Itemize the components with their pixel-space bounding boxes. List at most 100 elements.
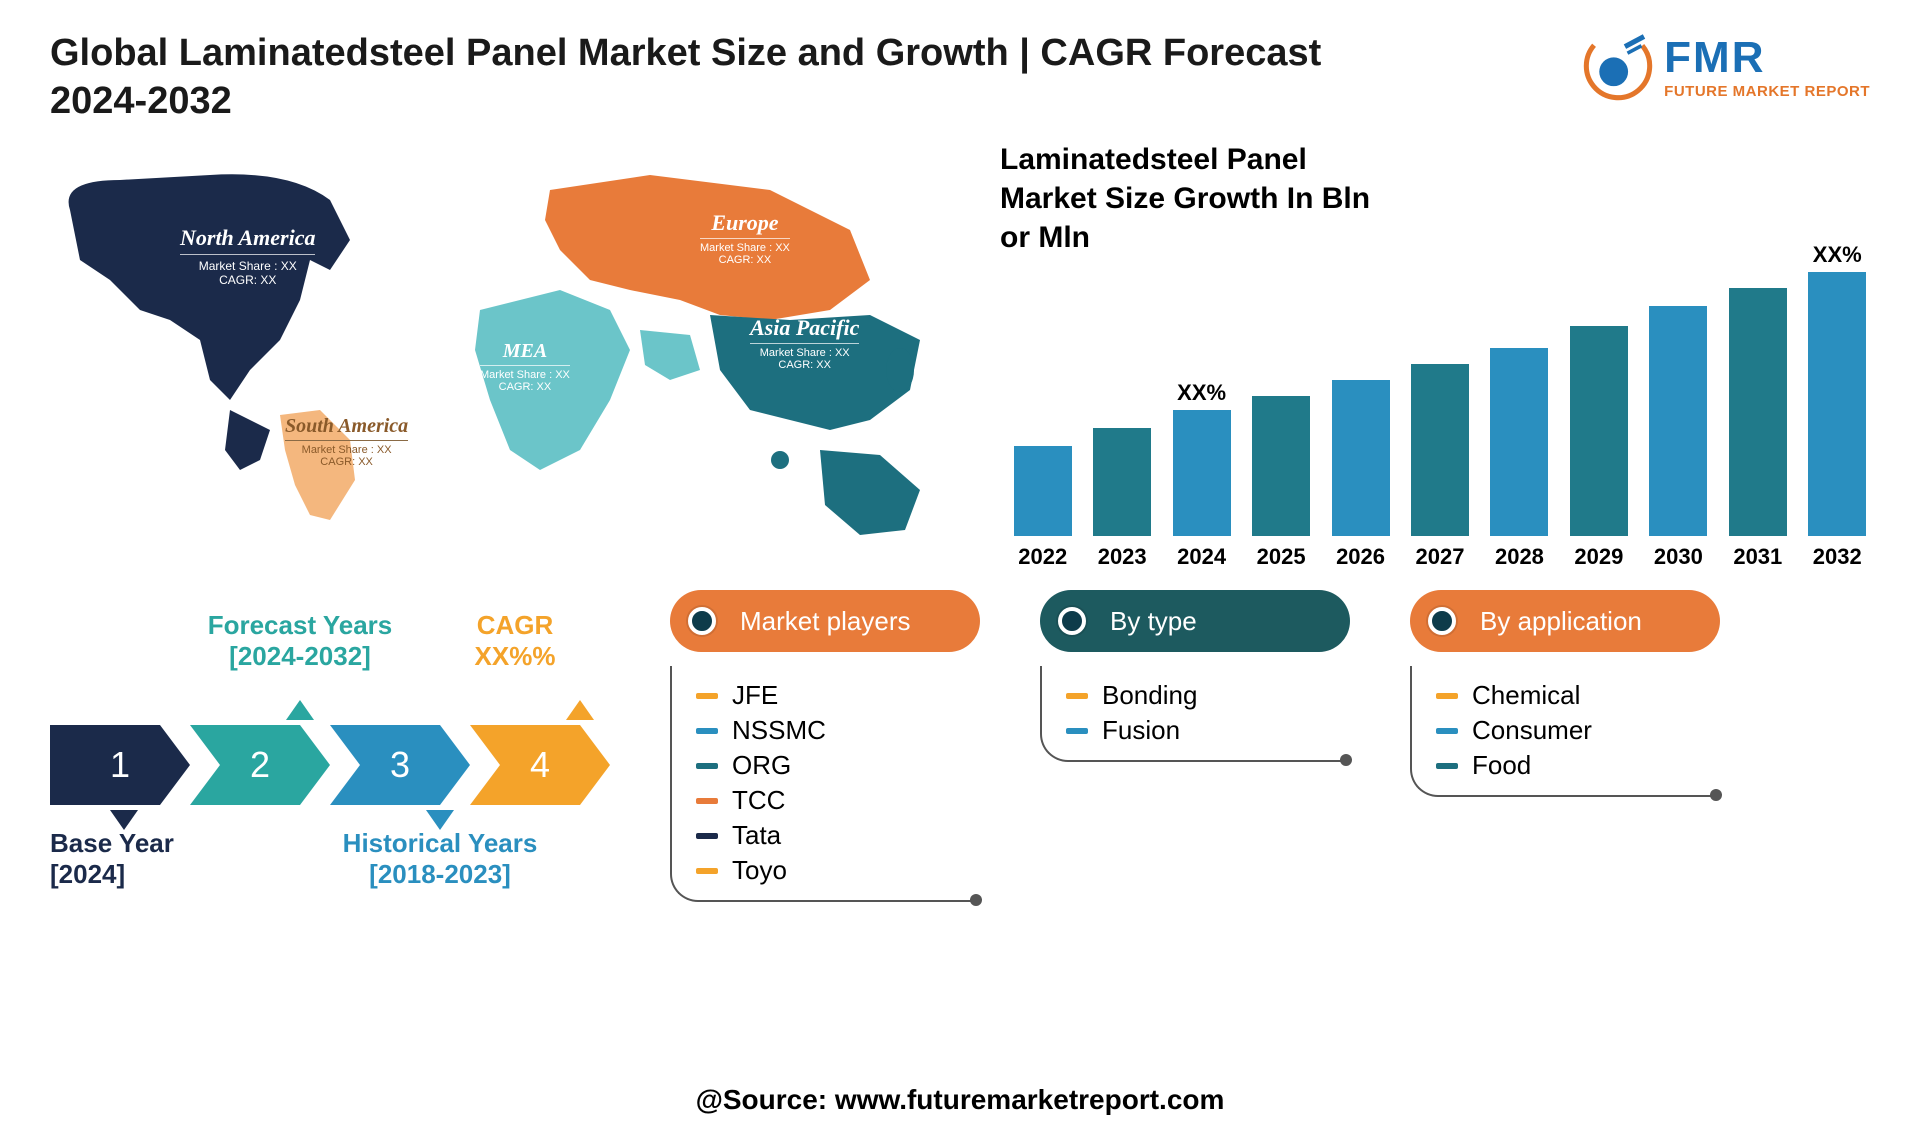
arrow-down-icon [426,810,454,830]
label-europe: Europe Market Share : XX CAGR: XX [700,210,790,266]
fmr-logo-icon [1582,30,1654,102]
list-item-label: Food [1472,750,1531,781]
timeline-step-4: 4 [470,725,610,805]
bar-x-label: 2025 [1257,544,1306,570]
tick-icon [1066,728,1088,734]
source-footer: @Source: www.futuremarketreport.com [0,1084,1920,1116]
market-players-section: Market players JFE NSSMC ORG TCC Tata Toyo [670,590,980,902]
list-item: JFE [696,678,976,713]
arrow-down-icon [110,810,138,830]
bar [1332,380,1390,536]
list-item: Fusion [1066,713,1346,748]
label-north-america: North America Market Share : XX CAGR: XX [180,225,315,287]
bar-2028: 2028 [1487,348,1552,570]
year-timeline: Forecast Years [2024-2032] CAGR XX%% Bas… [50,610,610,890]
pill-dot-icon [1058,607,1086,635]
tick-icon [1436,693,1458,699]
bar [1490,348,1548,536]
logo-sub-text: FUTURE MARKET REPORT [1664,83,1870,100]
timeline-step-3: 3 [330,725,470,805]
tick-icon [1066,693,1088,699]
by-application-title: By application [1480,606,1642,637]
list-item-label: JFE [732,680,778,711]
market-players-pill: Market players [670,590,980,652]
bar-x-label: 2031 [1733,544,1782,570]
bar [1570,326,1628,536]
list-item-label: TCC [732,785,785,816]
label-mea: MEA Market Share : XX CAGR: XX [480,340,570,393]
pill-dot-icon [688,607,716,635]
tick-icon [1436,728,1458,734]
tick-icon [696,728,718,734]
list-item-label: Toyo [732,855,787,886]
bar [1252,396,1310,536]
world-map: North America Market Share : XX CAGR: XX… [50,170,960,540]
historical-years-label: Historical Years [2018-2023] [320,828,560,890]
bar-annotation: XX% [1177,380,1226,406]
bar [1173,410,1231,536]
label-asia-pacific: Asia Pacific Market Share : XX CAGR: XX [750,315,859,371]
bar [1411,364,1469,536]
bar-x-label: 2030 [1654,544,1703,570]
bar-2030: 2030 [1646,306,1711,570]
bar-2029: 2029 [1566,326,1631,570]
bar-x-label: 2029 [1574,544,1623,570]
list-item-label: Fusion [1102,715,1180,746]
market-players-list: JFE NSSMC ORG TCC Tata Toyo [670,666,980,902]
list-item: ORG [696,748,976,783]
bar-2031: 2031 [1725,288,1790,570]
by-type-pill: By type [1040,590,1350,652]
by-application-pill: By application [1410,590,1720,652]
arrow-up-icon [566,700,594,720]
bar-2032: XX%2032 [1805,272,1870,570]
by-application-list: ChemicalConsumer Food [1410,666,1720,797]
tick-icon [1436,763,1458,769]
list-item-label: ORG [732,750,791,781]
logo-main-text: FMR [1664,33,1870,83]
timeline-step-1: 1 [50,725,190,805]
by-type-title: By type [1110,606,1197,637]
header: Global Laminatedsteel Panel Market Size … [50,30,1870,125]
bar-2027: 2027 [1407,364,1472,570]
bar-2024: XX%2024 [1169,410,1234,570]
list-item-label: NSSMC [732,715,826,746]
by-type-list: BondingFusion [1040,666,1350,762]
bar-2022: 2022 [1010,446,1075,570]
bar-annotation: XX% [1813,242,1862,268]
page-title: Global Laminatedsteel Panel Market Size … [50,30,1330,125]
list-item: TCC [696,783,976,818]
bar-x-label: 2032 [1813,544,1862,570]
list-item: Toyo [696,853,976,888]
brand-logo: FMR FUTURE MARKET REPORT [1582,30,1870,102]
tick-icon [696,693,718,699]
label-south-america: South America Market Share : XX CAGR: XX [285,415,408,468]
market-players-title: Market players [740,606,911,637]
bar-x-label: 2023 [1098,544,1147,570]
bar [1093,428,1151,536]
forecast-years-label: Forecast Years [2024-2032] [200,610,400,672]
by-application-section: By application ChemicalConsumer Food [1410,590,1720,797]
tick-icon [696,798,718,804]
pill-dot-icon [1428,607,1456,635]
bar [1729,288,1787,536]
bar-x-label: 2022 [1018,544,1067,570]
bar-x-label: 2027 [1416,544,1465,570]
bar-2023: 2023 [1089,428,1154,570]
arrow-up-icon [286,700,314,720]
growth-bar-chart: Laminatedsteel Panel Market Size Growth … [1000,140,1870,570]
cagr-label: CAGR XX%% [450,610,580,672]
bar-2026: 2026 [1328,380,1393,570]
list-item-label: Tata [732,820,781,851]
bar [1808,272,1866,536]
list-item: NSSMC [696,713,976,748]
bar [1014,446,1072,536]
base-year-label: Base Year [2024] [50,828,210,890]
tick-icon [696,763,718,769]
bar-x-label: 2028 [1495,544,1544,570]
tick-icon [696,868,718,874]
tick-icon [696,833,718,839]
list-item-label: Consumer [1472,715,1592,746]
by-type-section: By type BondingFusion [1040,590,1350,762]
bar [1649,306,1707,536]
list-item: Chemical [1436,678,1716,713]
